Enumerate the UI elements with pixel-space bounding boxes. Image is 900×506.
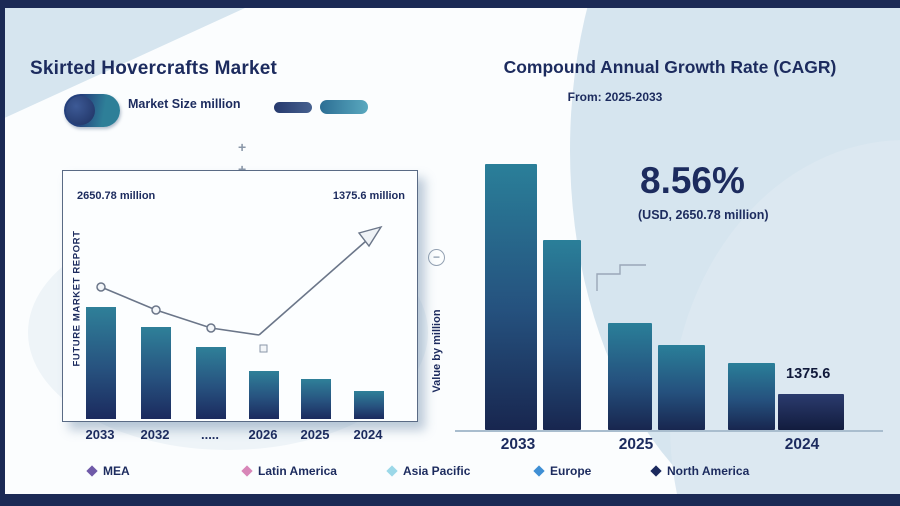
mini-legend-pill-teal-icon [320,100,368,114]
legend-marker-icon [533,465,545,477]
x-label: 2032 [140,427,170,442]
bottom-border-strip [0,494,900,506]
x-label: 2025 [618,436,654,453]
left-chart-title: Skirted Hovercrafts Market [30,58,278,79]
x-label: 2033 [85,427,115,442]
bar-2033 [86,307,116,419]
legend-label: Latin America [258,464,337,478]
legend-item-europe: Europe [533,464,592,478]
market-size-legend-label: Market Size million [128,97,241,111]
legend-label: MEA [103,464,130,478]
right-chart-y-axis-label: Value by million [431,309,443,393]
legend-marker-icon [86,465,98,477]
legend-item-north-america: North America [650,464,750,478]
legend-label: Asia Pacific [403,464,471,478]
x-label: 2025 [300,427,330,442]
trend-line-arrow-icon [96,225,383,353]
legend-item-mea: MEA [86,464,130,478]
top-border-strip [0,0,900,8]
legend-marker-icon [386,465,398,477]
x-label: 2024 [353,427,383,442]
brand-pill-icon [64,94,120,127]
legend-label: North America [667,464,750,478]
rbar-2025-secondary [658,345,705,430]
x-label: 2026 [248,427,278,442]
left-border-strip [0,0,5,506]
market-size-chart: 2650.78 million 1375.6 million FUTURE MA… [62,170,418,422]
mini-legend-pill-navy-icon [274,102,312,113]
legend-item-asia-pacific: Asia Pacific [386,464,471,478]
rbar-2033-secondary [543,240,581,430]
minus-circle-icon: − [428,249,445,266]
x-label: 2033 [500,436,536,453]
x-label: 2024 [784,436,820,453]
max-value-annotation: 2650.78 million [77,190,156,202]
bar-intermediate [196,347,226,419]
plus-icon: + [238,139,247,155]
right-chart-subtitle: From: 2025-2033 [567,90,663,104]
rbar-2025-primary [608,323,652,430]
rbar-2024-secondary [778,394,844,430]
bar-2026 [249,371,279,419]
legend-item-latin-america: Latin America [241,464,337,478]
bar-2024 [354,391,384,419]
plus-icon: + [238,161,247,177]
legend-marker-icon [241,465,253,477]
right-chart-axis-line [455,430,883,432]
rbar-2024-primary [728,363,775,430]
rbar-2033-primary [485,164,537,430]
legend-label: Europe [550,464,592,478]
bar-2025 [301,379,331,419]
x-label: ..... [200,427,220,442]
bar-2032 [141,327,171,419]
rbar-2024-value-label: 1375.6 [786,366,831,382]
cagr-detail: (USD, 2650.78 million) [638,208,769,222]
min-value-annotation: 1375.6 million [332,190,405,202]
step-decoration-icon [596,264,646,291]
cagr-value: 8.56% [640,160,745,201]
right-chart-title: Compound Annual Growth Rate (CAGR) [503,57,837,77]
legend-marker-icon [650,465,662,477]
